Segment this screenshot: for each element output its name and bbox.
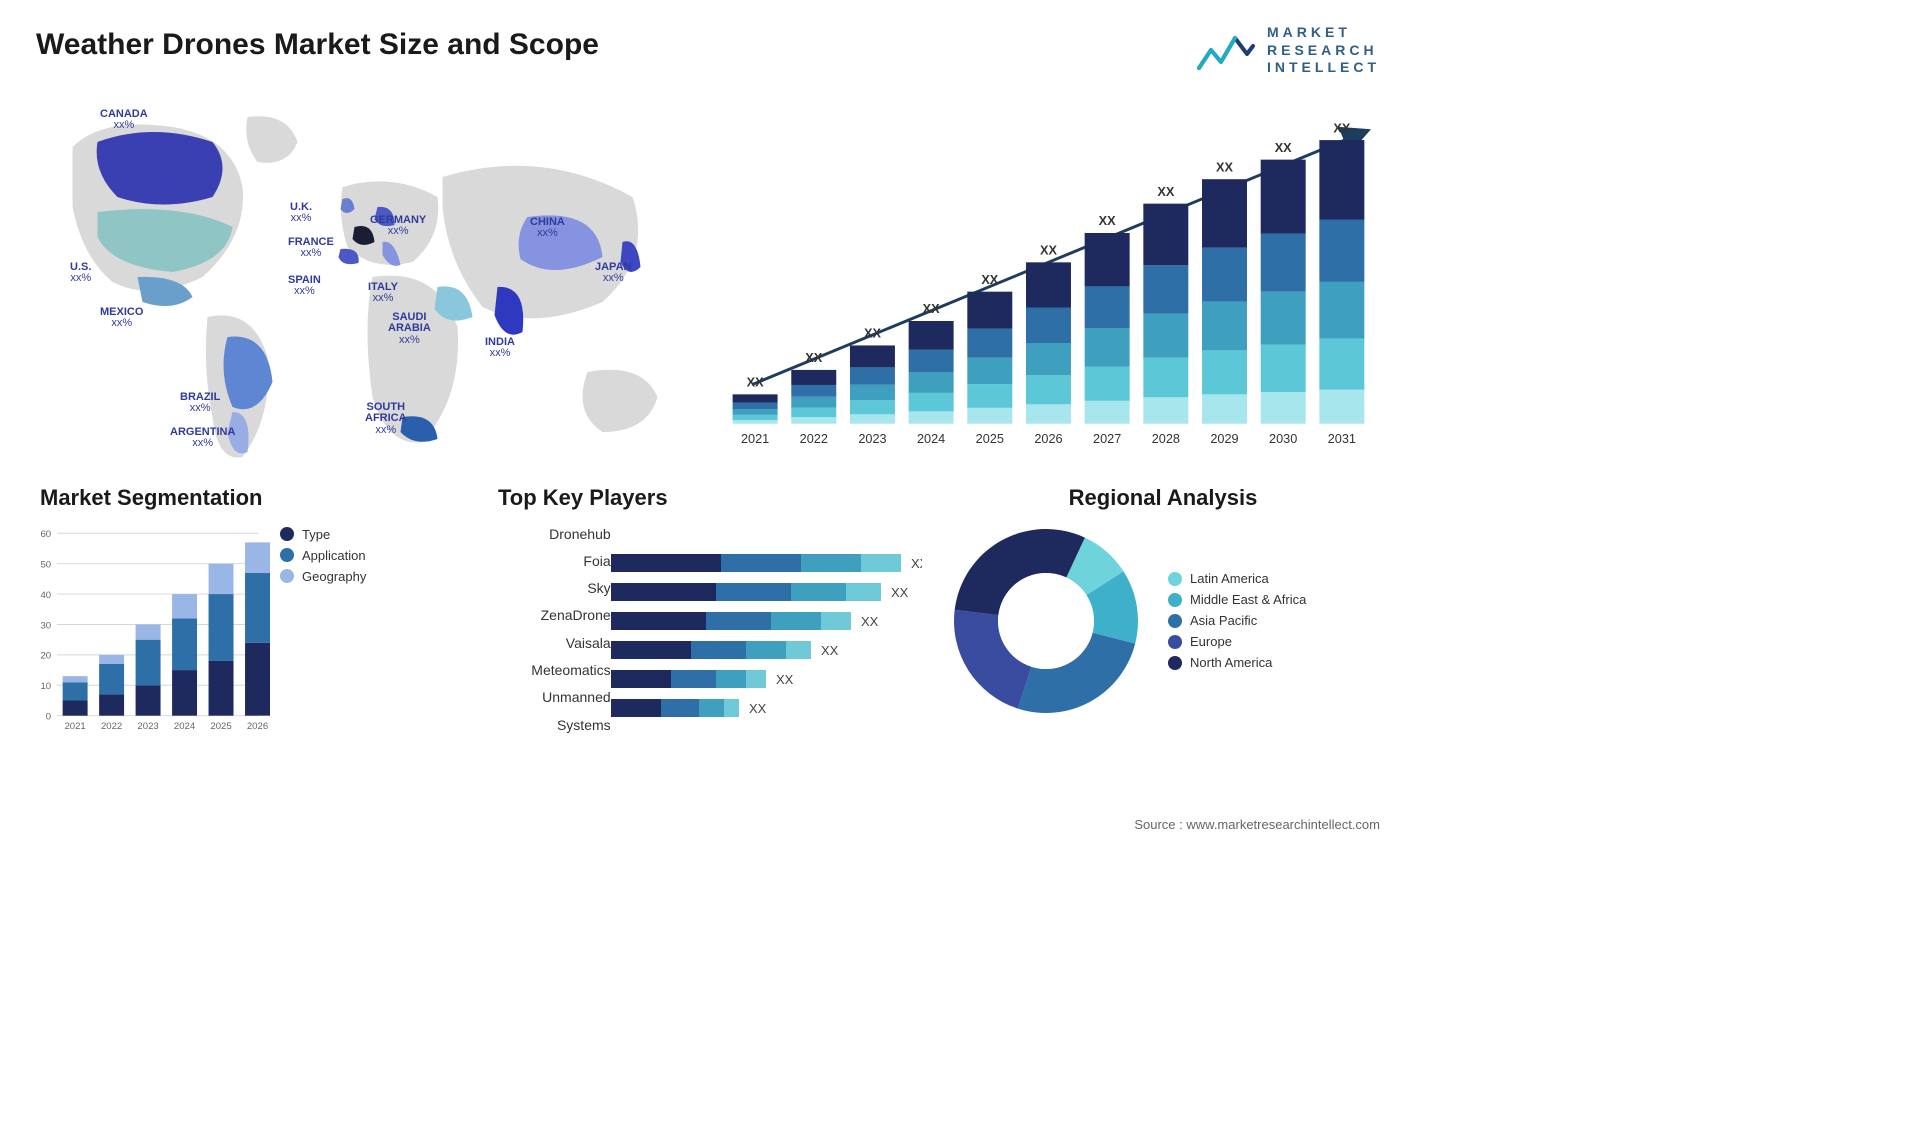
svg-text:XX: XX <box>821 643 839 658</box>
map-label-france: FRANCExx% <box>288 237 334 260</box>
player-label: Sky <box>488 575 611 602</box>
svg-text:2023: 2023 <box>858 431 886 446</box>
svg-text:30: 30 <box>40 620 51 631</box>
svg-text:2028: 2028 <box>1152 431 1180 446</box>
seg-legend-item: Geography <box>280 569 366 584</box>
map-label-spain: SPAINxx% <box>288 275 321 298</box>
svg-text:XX: XX <box>1157 183 1174 198</box>
map-label-argentina: ARGENTINAxx% <box>170 427 235 450</box>
regional-legend-item: Middle East & Africa <box>1168 592 1306 607</box>
svg-text:2022: 2022 <box>101 721 122 732</box>
map-label-us: U.S.xx% <box>70 262 91 285</box>
svg-text:XX: XX <box>861 614 879 629</box>
svg-text:XX: XX <box>749 701 767 716</box>
segmentation-panel: Market Segmentation 0 10 20 30 40 50 60 2021 202… <box>30 485 464 751</box>
svg-text:0: 0 <box>46 711 51 722</box>
player-label: Foia <box>488 548 611 575</box>
svg-text:60: 60 <box>40 529 51 540</box>
player-label: Dronehub <box>488 521 611 548</box>
svg-text:2029: 2029 <box>1210 431 1238 446</box>
svg-text:20: 20 <box>40 650 51 661</box>
regional-panel: Regional Analysis Latin America Middle Ea… <box>946 485 1380 751</box>
source-attribution: Source : www.marketresearchintellect.com <box>1134 817 1380 832</box>
svg-text:2026: 2026 <box>1034 431 1062 446</box>
map-label-canada: CANADAxx% <box>100 109 148 132</box>
svg-text:2024: 2024 <box>174 721 196 732</box>
map-label-germany: GERMANYxx% <box>370 215 426 238</box>
segmentation-legend: Type Application Geography <box>280 521 366 590</box>
growth-chart-panel: XX 2021 XX 2022 XX 2023 XX 2024 XX 2025 XX 2026 XX 20… <box>715 87 1380 467</box>
svg-text:2026: 2026 <box>247 721 268 732</box>
svg-text:XX: XX <box>923 301 940 316</box>
svg-text:XX: XX <box>891 585 909 600</box>
svg-text:XX: XX <box>1333 120 1350 135</box>
svg-text:2021: 2021 <box>741 431 769 446</box>
svg-text:XX: XX <box>805 350 822 365</box>
players-panel: Top Key Players DronehubFoiaSkyZenaDrone… <box>488 485 922 751</box>
segmentation-title: Market Segmentation <box>40 485 464 511</box>
svg-text:2021: 2021 <box>64 721 85 732</box>
players-title: Top Key Players <box>498 485 922 511</box>
brand-logo: MARKET RESEARCH INTELLECT <box>1197 24 1380 77</box>
svg-text:2025: 2025 <box>976 431 1004 446</box>
regional-donut-chart <box>946 521 1146 721</box>
map-label-uk: U.K.xx% <box>290 202 312 225</box>
seg-legend-item: Type <box>280 527 366 542</box>
svg-text:2024: 2024 <box>917 431 945 446</box>
svg-text:2027: 2027 <box>1093 431 1121 446</box>
logo-icon <box>1197 28 1255 72</box>
regional-legend-item: Asia Pacific <box>1168 613 1306 628</box>
svg-text:2023: 2023 <box>137 721 158 732</box>
player-label: Meteomatics <box>488 657 611 684</box>
player-label: Unmanned Systems <box>488 684 611 739</box>
svg-text:XX: XX <box>747 374 764 389</box>
svg-text:XX: XX <box>981 271 998 286</box>
regional-legend-item: North America <box>1168 655 1306 670</box>
svg-text:XX: XX <box>1275 139 1292 154</box>
svg-text:10: 10 <box>40 681 51 692</box>
svg-text:40: 40 <box>40 589 51 600</box>
svg-text:2031: 2031 <box>1328 431 1356 446</box>
svg-text:XX: XX <box>1216 159 1233 174</box>
page-title: Weather Drones Market Size and Scope <box>36 28 599 62</box>
regional-legend: Latin America Middle East & Africa Asia Pa… <box>1168 565 1306 676</box>
regional-legend-item: Latin America <box>1168 571 1306 586</box>
svg-text:2022: 2022 <box>800 431 828 446</box>
svg-text:XX: XX <box>1099 213 1116 228</box>
world-map-panel: CANADAxx% U.S.xx% MEXICOxx% BRAZILxx% ARGENT… <box>30 87 695 467</box>
svg-text:XX: XX <box>911 556 922 571</box>
map-label-saudi: SAUDIARABIAxx% <box>388 312 431 347</box>
map-label-brazil: BRAZILxx% <box>180 392 220 415</box>
svg-text:XX: XX <box>864 325 881 340</box>
player-label: ZenaDrone <box>488 602 611 629</box>
svg-text:2025: 2025 <box>210 721 231 732</box>
player-label: Vaisala <box>488 630 611 657</box>
svg-text:XX: XX <box>1040 242 1057 257</box>
growth-bar-chart: XX 2021 XX 2022 XX 2023 XX 2024 XX 2025 XX 2026 XX 20… <box>715 87 1380 467</box>
players-label-list: DronehubFoiaSkyZenaDroneVaisalaMeteomati… <box>488 521 611 739</box>
svg-text:XX: XX <box>776 672 794 687</box>
seg-legend-item: Application <box>280 548 366 563</box>
logo-text-2: RESEARCH <box>1267 42 1380 60</box>
map-label-japan: JAPANxx% <box>595 262 631 285</box>
map-label-safrica: SOUTHAFRICAxx% <box>365 402 407 437</box>
regional-title: Regional Analysis <box>946 485 1380 511</box>
svg-text:50: 50 <box>40 559 51 570</box>
map-label-india: INDIAxx% <box>485 337 515 360</box>
players-bar-chart: XXXXXXXXXXXX <box>611 521 922 731</box>
map-label-china: CHINAxx% <box>530 217 565 240</box>
regional-legend-item: Europe <box>1168 634 1306 649</box>
svg-text:2030: 2030 <box>1269 431 1297 446</box>
logo-text-1: MARKET <box>1267 24 1380 42</box>
map-label-italy: ITALYxx% <box>368 282 398 305</box>
segmentation-chart: 0 10 20 30 40 50 60 2021 2022 2023 2024 2025 2026 <box>30 521 270 751</box>
logo-text-3: INTELLECT <box>1267 59 1380 77</box>
map-label-mexico: MEXICOxx% <box>100 307 143 330</box>
